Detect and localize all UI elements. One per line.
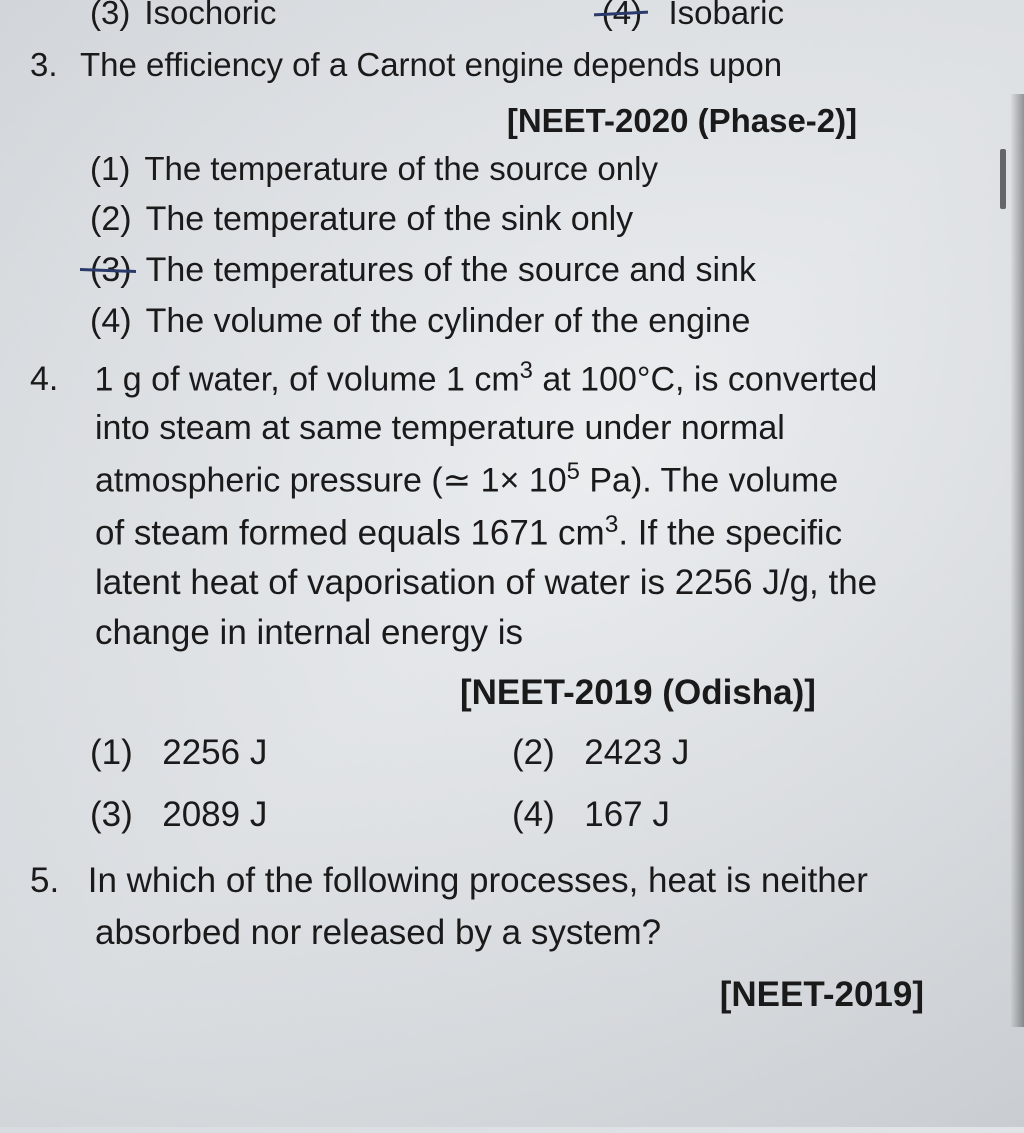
q3-opt2-row: (2) The temperature of the sink only — [30, 200, 994, 239]
q3-opt3-num: (3) — [30, 251, 132, 290]
q5-l1-row: 5. In which of the following processes, … — [30, 861, 994, 901]
q5-l2: absorbed nor released by a system? — [30, 913, 994, 953]
q5-l1: In which of the following processes, hea… — [88, 861, 868, 900]
q4-l3b: Pa). The volume — [580, 462, 838, 500]
q4-l1a: 1 g of water, of volume 1 cm — [94, 360, 519, 398]
q3-opt4-text: The volume of the cylinder of the engine — [146, 302, 751, 341]
q3-tag: [NEET-2020 (Phase-2)] — [30, 102, 994, 140]
q3-opt1-text: The temperature of the source only — [144, 150, 658, 188]
q4-l1-sup: 3 — [520, 357, 533, 384]
q4-l4-sup: 3 — [605, 511, 619, 538]
page-right-mark — [1000, 149, 1006, 209]
q3-opt1-row: (1) The temperature of the source only — [30, 150, 994, 188]
q4-opt4-num: (4) — [512, 795, 555, 834]
page-right-shadow — [1010, 94, 1024, 1027]
q4-opt3-text: 2089 J — [162, 795, 267, 834]
q4-l5: latent heat of vaporisation of water is … — [30, 563, 994, 603]
q3-opt2-text: The temperature of the sink only — [146, 200, 634, 239]
prev-option-3-text: Isochoric — [144, 0, 276, 32]
q4-opt1-num: (1) — [30, 733, 133, 773]
q4-tag: [NEET-2019 (Odisha)] — [30, 673, 994, 713]
q4-l3: atmospheric pressure (≃ 1× 105 Pa). The … — [30, 458, 994, 500]
page-content: (3) Isochoric (4) Isobaric 3. The effici… — [30, 0, 994, 1015]
q4-l1: 4. 1 g of water, of volume 1 cm3 at 100°… — [30, 357, 994, 399]
prev-option-4-num: (4) — [602, 0, 642, 32]
prev-option-4: (4) Isobaric — [602, 0, 994, 32]
q4-l4a: of steam formed equals 1671 cm — [95, 513, 605, 552]
q4-opt3-num: (3) — [30, 795, 133, 835]
q3-opt4-num: (4) — [30, 302, 132, 341]
q4-opt1: (1) 2256 J — [30, 733, 512, 773]
q4-opt1-text: 2256 J — [162, 733, 267, 772]
q4-l4: of steam formed equals 1671 cm3. If the … — [30, 511, 994, 554]
q3-opt3-row: (3) The temperatures of the source and s… — [30, 251, 994, 290]
prev-option-4-text: Isobaric — [668, 0, 784, 31]
q3-opt2-num: (2) — [30, 200, 132, 239]
q4-l3a: atmospheric pressure (≃ 1× 10 — [95, 462, 567, 500]
q3-stem-row: 3. The efficiency of a Carnot engine dep… — [30, 46, 994, 84]
q4-opts-row1: (1) 2256 J (2) 2423 J — [30, 733, 994, 773]
q4-number: 4. — [30, 360, 85, 399]
q3-opt1-num: (1) — [30, 150, 130, 188]
q4-opt2-num: (2) — [512, 733, 555, 772]
q3-text: The efficiency of a Carnot engine depend… — [80, 46, 782, 84]
q4-l2: into steam at same temperature under nor… — [30, 409, 994, 448]
q5-number: 5. — [30, 861, 78, 901]
q4-l3-sup: 5 — [567, 458, 580, 485]
q4-opt4-text: 167 J — [584, 795, 670, 834]
q4-l1b: at 100°C, is converted — [533, 360, 877, 398]
q3-opt3-text: The temperatures of the source and sink — [146, 251, 756, 290]
q4-opt4: (4) 167 J — [512, 795, 994, 835]
q4-opt2: (2) 2423 J — [512, 733, 994, 773]
q4-l6: change in internal energy is — [30, 613, 994, 653]
prev-option-3-num: (3) — [90, 0, 130, 32]
q4-opts-row2: (3) 2089 J (4) 167 J — [30, 795, 994, 835]
q4-opt2-text: 2423 J — [584, 733, 689, 772]
q5-tag: [NEET-2019] — [30, 975, 994, 1015]
q3-number: 3. — [30, 46, 80, 84]
prev-option-3-row: (3) Isochoric (4) Isobaric — [30, 0, 994, 32]
q4-opt3: (3) 2089 J — [30, 795, 512, 835]
q3-opt4-row: (4) The volume of the cylinder of the en… — [30, 302, 994, 341]
q3-opt3-num-struck: (3) — [90, 251, 132, 290]
q4-l4b: . If the specific — [618, 513, 842, 552]
